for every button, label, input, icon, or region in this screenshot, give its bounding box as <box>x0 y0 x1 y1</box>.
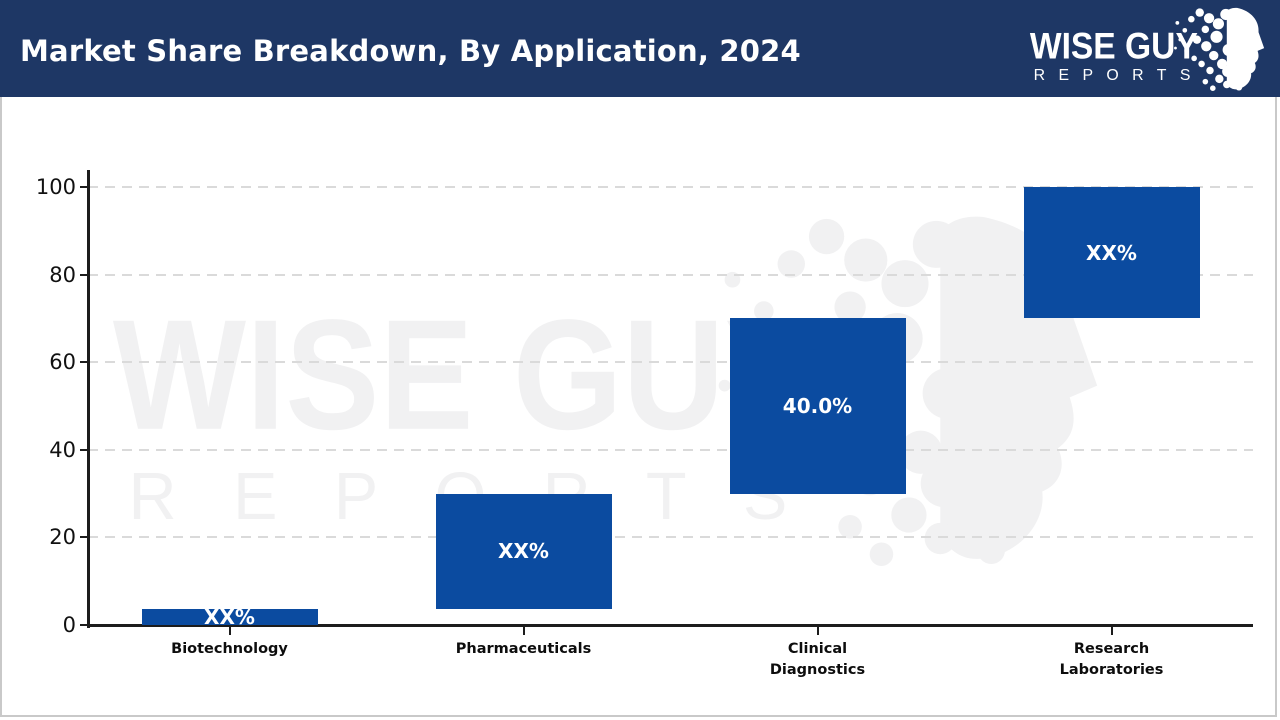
frame-bottom <box>0 715 1277 717</box>
x-axis-tick-2 <box>816 627 819 635</box>
x-axis-label-3: Research Laboratories <box>1059 641 1164 678</box>
y-axis-tick-0 <box>80 624 88 626</box>
y-axis-label-20: 20 <box>49 525 76 550</box>
y-axis-label-60: 60 <box>49 350 76 375</box>
y-axis-line <box>87 170 90 628</box>
bar-research-laboratories <box>1023 187 1200 319</box>
gridline-60 <box>88 361 1253 364</box>
wise-guy-reports-logo <box>1028 6 1266 92</box>
bar-biotechnology <box>141 609 318 625</box>
gridline-40 <box>88 448 1253 451</box>
frame-right <box>1275 97 1277 717</box>
x-axis-label-1: Pharmaceuticals <box>455 641 592 657</box>
y-axis-label-80: 80 <box>49 262 76 287</box>
chart-area: 0 20 40 60 80 100 Biotechnology Pharmaceuticals… <box>0 97 1280 720</box>
y-axis-tick-80 <box>80 273 88 276</box>
y-axis-label-100: 100 <box>35 175 76 199</box>
gridline-20 <box>88 536 1253 539</box>
x-axis-tick-0 <box>228 627 231 635</box>
header-bar: Market Share Breakdown, By Application, … <box>0 0 1280 97</box>
gridline-80 <box>88 273 1253 276</box>
bar-value-label-0: XX% <box>204 605 255 630</box>
bar-value-label-1: XX% <box>498 539 549 564</box>
page-title: Market Share Breakdown, By Application, … <box>20 33 801 68</box>
y-axis-tick-100 <box>80 186 88 188</box>
y-axis-label-0: 0 <box>62 613 76 637</box>
y-axis-label-40: 40 <box>49 437 76 462</box>
y-axis-tick-60 <box>80 361 88 364</box>
bar-value-label-3: XX% <box>1086 240 1137 265</box>
x-axis-label-2: Clinical Diagnostics <box>769 641 866 678</box>
x-axis-line <box>87 624 1253 627</box>
x-axis-label-0: Biotechnology <box>171 641 288 657</box>
x-axis-tick-3 <box>1110 627 1113 635</box>
gridline-100 <box>88 186 1253 188</box>
bar-value-label-2: 40.0% <box>782 394 853 418</box>
y-axis-tick-20 <box>80 536 88 539</box>
bar-clinical-diagnostics <box>729 318 906 494</box>
frame-left <box>0 97 2 717</box>
x-axis-tick-1 <box>522 627 525 635</box>
y-axis-tick-40 <box>80 448 88 451</box>
bar-pharmaceuticals <box>435 493 612 610</box>
